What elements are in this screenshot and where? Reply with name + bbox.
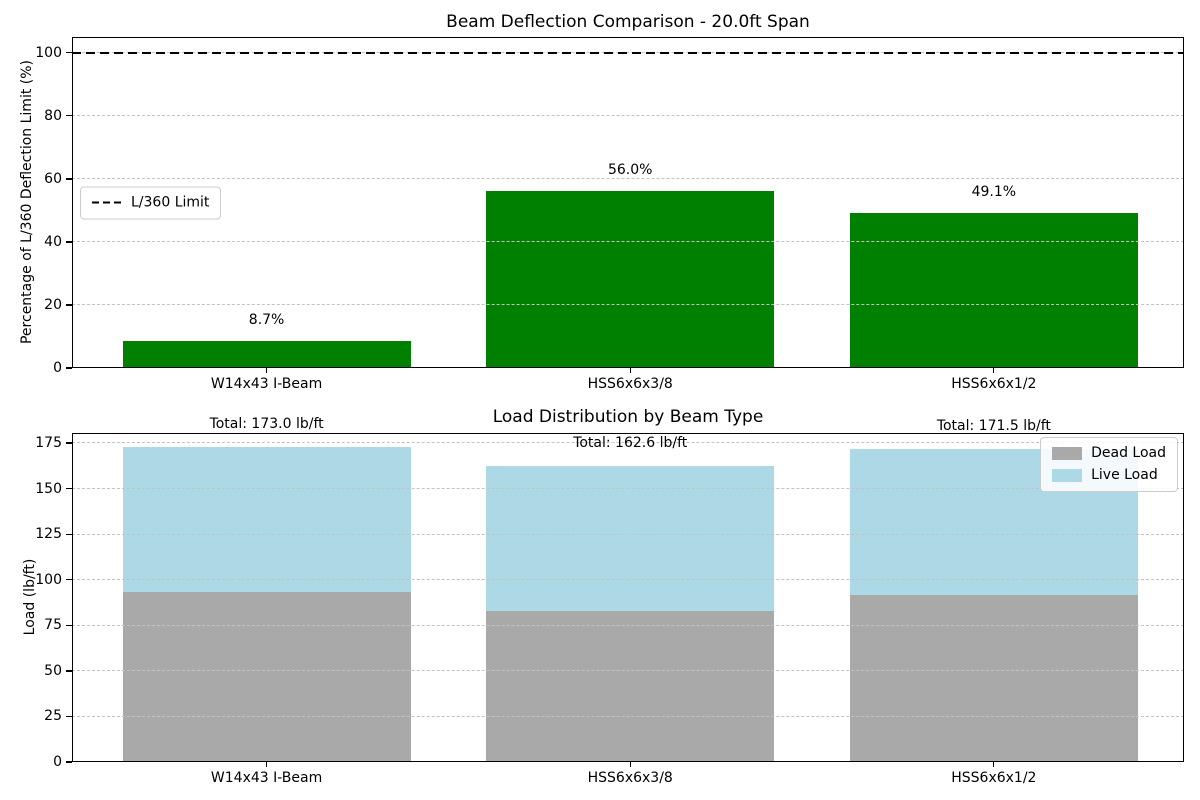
bar (849, 213, 1138, 368)
load-chart-title: Load Distribution by Beam Type (492, 407, 764, 427)
x-tick-mark (629, 762, 631, 767)
y-tick-mark (66, 442, 72, 444)
x-tick-mark (993, 368, 995, 373)
gridline (72, 624, 1184, 626)
y-tick-mark (66, 670, 72, 672)
gridline (72, 115, 1184, 117)
stacked-bar-segment (849, 595, 1138, 762)
y-tick-label: 50 (44, 662, 62, 679)
color-patch-swatch-icon (1052, 447, 1083, 460)
deflection-y-axis-label: Percentage of L/360 Deflection Limit (%) (19, 59, 35, 345)
legend-label: L/360 Limit (131, 194, 210, 210)
y-tick-label: 20 (44, 296, 62, 313)
x-tick-mark (265, 368, 268, 373)
y-tick-label: 0 (53, 754, 62, 770)
deflection-chart-title: Beam Deflection Comparison - 20.0ft Span (446, 12, 810, 32)
y-tick-mark (66, 761, 72, 763)
y-tick-label: 150 (35, 480, 62, 497)
legend-entry: L/360 Limit (92, 193, 209, 212)
y-tick-label: 100 (35, 44, 62, 61)
x-tick-mark (265, 762, 268, 767)
y-tick-mark (66, 533, 72, 535)
legend-entry: Live Load (1052, 466, 1166, 485)
y-tick-mark (66, 304, 72, 306)
legend-label: Live Load (1091, 467, 1158, 483)
color-patch-swatch-icon (1052, 469, 1083, 482)
bar-value-label: 56.0% (607, 162, 653, 179)
gridline (72, 715, 1184, 717)
x-tick-label: HSS6x6x1/2 (951, 376, 1037, 392)
y-tick-label: 40 (44, 233, 62, 250)
y-tick-mark (66, 115, 72, 117)
stacked-bar-segment (122, 446, 411, 593)
limit-line (72, 51, 1184, 54)
legend: Dead Load Live Load (1040, 437, 1178, 492)
y-tick-label: 100 (35, 571, 62, 588)
y-tick-label: 125 (35, 526, 62, 543)
y-tick-mark (66, 367, 72, 369)
gridline (72, 487, 1184, 489)
x-tick-label: HSS6x6x3/8 (587, 770, 673, 786)
y-tick-mark (66, 579, 72, 581)
x-tick-label: W14x43 I-Beam (210, 376, 323, 392)
gridline (72, 533, 1184, 535)
gridline (72, 178, 1184, 180)
x-tick-label: W14x43 I-Beam (210, 770, 323, 786)
gridline (72, 579, 1184, 581)
gridline (72, 241, 1184, 243)
y-tick-mark (66, 241, 72, 243)
y-tick-label: 75 (44, 617, 62, 634)
y-tick-mark (66, 715, 72, 718)
bar-value-label: 8.7% (248, 311, 285, 328)
legend: L/360 Limit (80, 186, 222, 219)
x-tick-mark (993, 762, 995, 767)
total-label: Total: 171.5 lb/ft (936, 418, 1051, 435)
y-tick-label: 80 (44, 107, 62, 124)
y-tick-label: 60 (44, 170, 62, 187)
legend-label: Dead Load (1091, 445, 1166, 461)
y-tick-mark (66, 487, 72, 490)
x-tick-label: HSS6x6x1/2 (951, 770, 1037, 786)
stacked-bar-segment (486, 465, 775, 612)
x-tick-label: HSS6x6x3/8 (587, 376, 673, 392)
y-tick-label: 25 (44, 708, 62, 725)
gridline (72, 442, 1184, 444)
y-tick-mark (66, 52, 72, 54)
load-y-axis-label: Load (lb/ft) (22, 558, 38, 636)
x-tick-mark (629, 368, 631, 373)
bar-value-label: 49.1% (971, 184, 1017, 201)
stacked-bar-segment (486, 611, 775, 762)
gridline (72, 670, 1184, 672)
y-tick-mark (66, 624, 72, 626)
bar (486, 191, 775, 368)
total-label: Total: 173.0 lb/ft (209, 415, 324, 432)
gridline (72, 304, 1184, 306)
dashed-line-swatch-icon (92, 201, 122, 204)
total-label: Total: 162.6 lb/ft (573, 434, 688, 451)
y-tick-label: 175 (35, 435, 62, 452)
stacked-bar-segment (122, 592, 411, 762)
bar (122, 340, 411, 368)
y-tick-label: 0 (53, 360, 62, 376)
y-tick-mark (66, 178, 72, 180)
legend-entry: Dead Load (1052, 444, 1166, 463)
